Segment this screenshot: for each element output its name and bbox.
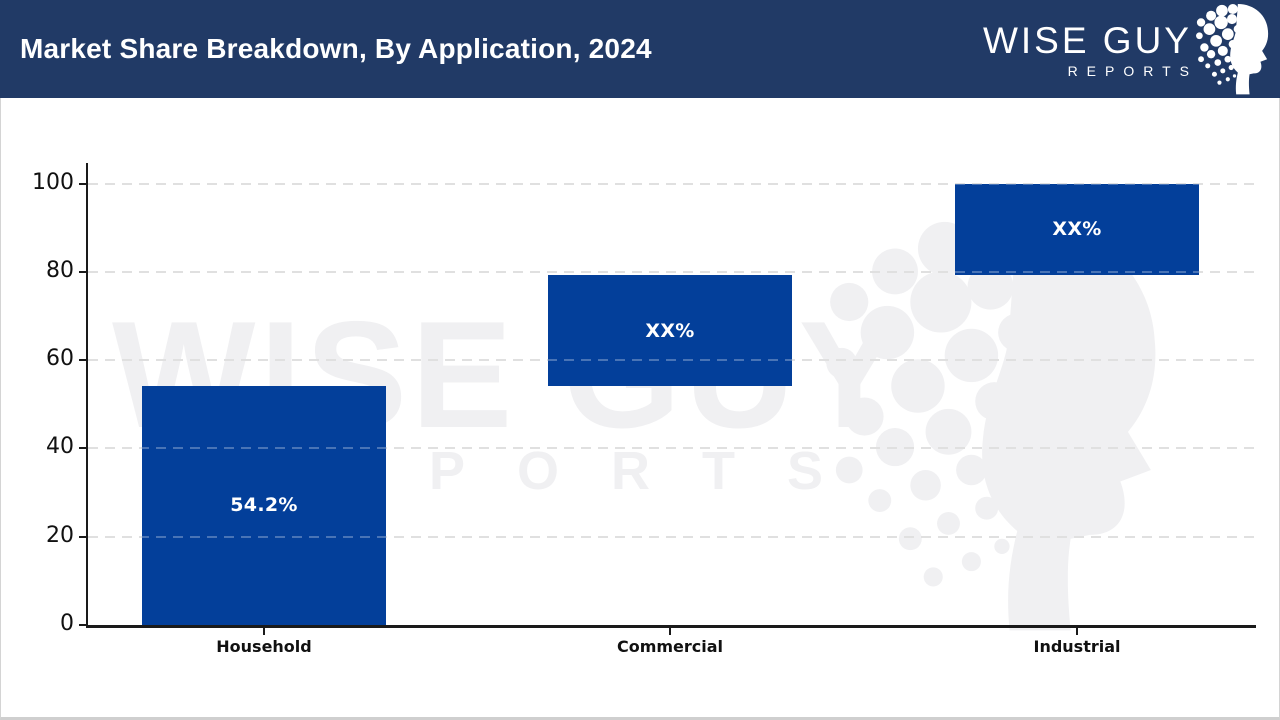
gridline-20 — [88, 535, 1256, 538]
x-tick-mark-industrial — [1076, 627, 1078, 635]
y-tick-mark-20 — [79, 535, 88, 538]
y-tick-label-40: 40 — [46, 434, 74, 460]
brand-logo-text: WISE GUY REPORTS — [982, 20, 1192, 80]
bar-household: 54.2% — [142, 385, 386, 625]
y-tick-label-0: 0 — [60, 611, 74, 636]
x-tick-mark-commercial — [669, 627, 671, 635]
gridline-overlay-80 — [88, 270, 1256, 273]
y-tick-mark-40 — [79, 447, 88, 450]
x-axis-line — [86, 625, 1256, 628]
gridline-overlay-20 — [88, 535, 1256, 538]
gridline-overlay-40 — [88, 447, 1256, 450]
gridline-40 — [88, 447, 1256, 450]
brand-subtitle: REPORTS — [1067, 63, 1198, 79]
x-category-label-household: Household — [216, 637, 312, 656]
brand-logo: WISE GUY REPORTS — [983, 4, 1270, 96]
bar-value-label-industrial: XX% — [1052, 218, 1102, 241]
bar-commercial: XX% — [548, 275, 792, 386]
y-tick-mark-80 — [79, 270, 88, 273]
bar-industrial: XX% — [955, 183, 1199, 276]
watermark-head-icon — [826, 218, 1156, 631]
y-tick-label-60: 60 — [46, 346, 74, 372]
y-tick-label-20: 20 — [46, 522, 74, 548]
gridline-80 — [88, 270, 1256, 273]
y-tick-mark-60 — [79, 359, 88, 362]
page-title: Market Share Breakdown, By Application, … — [20, 33, 652, 64]
x-category-label-industrial: Industrial — [1033, 637, 1121, 656]
gridline-overlay-60 — [88, 359, 1256, 362]
bar-value-label-commercial: XX% — [645, 319, 695, 342]
y-tick-label-80: 80 — [46, 257, 74, 283]
dotted-head-icon — [1196, 4, 1269, 95]
y-tick-label-100: 100 — [32, 169, 74, 195]
y-axis-line — [86, 163, 88, 628]
y-tick-mark-0 — [79, 624, 88, 626]
x-tick-mark-household — [263, 627, 265, 635]
gridline-overlay-100 — [88, 182, 1256, 185]
header-banner: Market Share Breakdown, By Application, … — [0, 0, 1280, 98]
x-category-label-commercial: Commercial — [616, 637, 724, 656]
gridline-100 — [88, 182, 1256, 185]
brand-name: WISE GUY — [982, 20, 1192, 61]
bar-value-label-household: 54.2% — [230, 494, 298, 517]
y-tick-mark-100 — [79, 182, 88, 185]
